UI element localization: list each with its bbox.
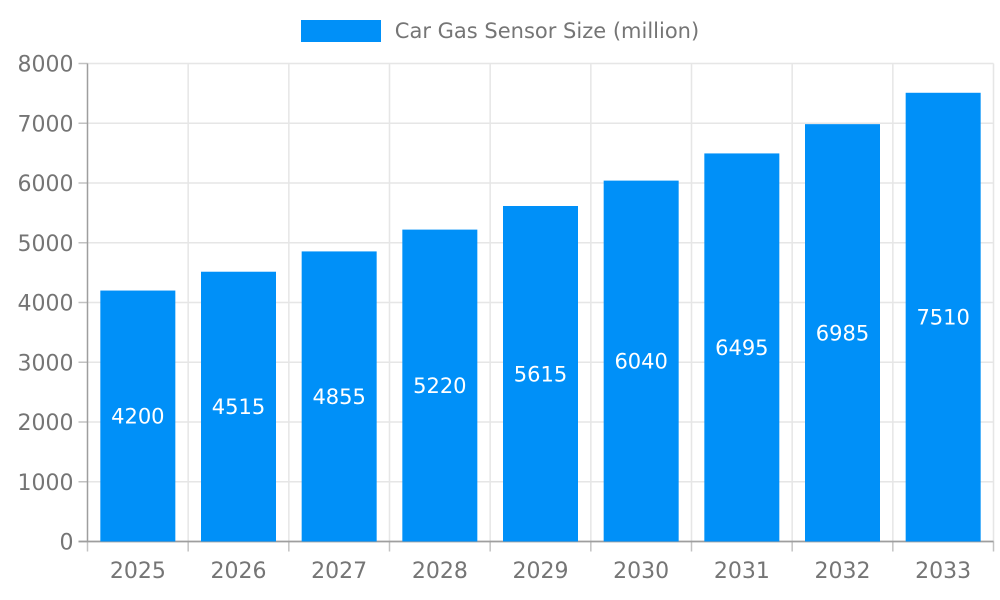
bar-2029[interactable]: [503, 206, 578, 542]
y-tick-label: 3000: [18, 351, 74, 376]
x-tick-label: 2026: [211, 559, 267, 584]
bar-value-label: 6985: [816, 321, 869, 345]
bar-2028[interactable]: [402, 229, 478, 542]
bar-value-label: 7510: [916, 306, 969, 330]
bar-value-label: 6495: [715, 336, 768, 360]
y-tick-label: 1000: [18, 471, 74, 496]
x-tick-label: 2027: [311, 559, 367, 584]
x-tick-label: 2031: [714, 559, 770, 584]
legend-label: Car Gas Sensor Size (million): [394, 19, 700, 43]
bar-2027[interactable]: [301, 251, 377, 542]
bar-2026[interactable]: [201, 271, 276, 542]
y-tick-label: 4000: [18, 292, 74, 317]
x-tick-label: 2032: [815, 559, 871, 584]
y-tick-label: 7000: [18, 112, 74, 137]
bar-2030[interactable]: [603, 180, 679, 542]
x-tick-label: 2025: [110, 559, 166, 584]
bar-2032[interactable]: [805, 124, 880, 542]
y-tick-label: 5000: [18, 232, 74, 257]
x-tick-label: 2029: [513, 559, 569, 584]
bar-value-label: 4515: [212, 395, 265, 419]
x-tick-label: 2030: [613, 559, 669, 584]
y-tick-label: 6000: [18, 172, 74, 197]
bar-value-label: 4855: [312, 385, 365, 409]
legend-swatch: [300, 20, 381, 42]
bar-value-label: 4200: [111, 405, 164, 429]
y-tick-label: 2000: [18, 411, 74, 436]
y-tick-label: 0: [60, 531, 74, 556]
bar-2025[interactable]: [100, 290, 176, 542]
bar-value-label: 5615: [514, 362, 567, 386]
bar-value-label: 5220: [413, 374, 466, 398]
y-tick-label: 8000: [18, 53, 74, 78]
bar-2031[interactable]: [704, 153, 780, 542]
x-tick-label: 2033: [915, 559, 971, 584]
x-tick-label: 2028: [412, 559, 468, 584]
bar-value-label: 6040: [614, 350, 667, 374]
legend[interactable]: Car Gas Sensor Size (million): [0, 20, 1000, 42]
bar-2033[interactable]: [905, 92, 981, 542]
